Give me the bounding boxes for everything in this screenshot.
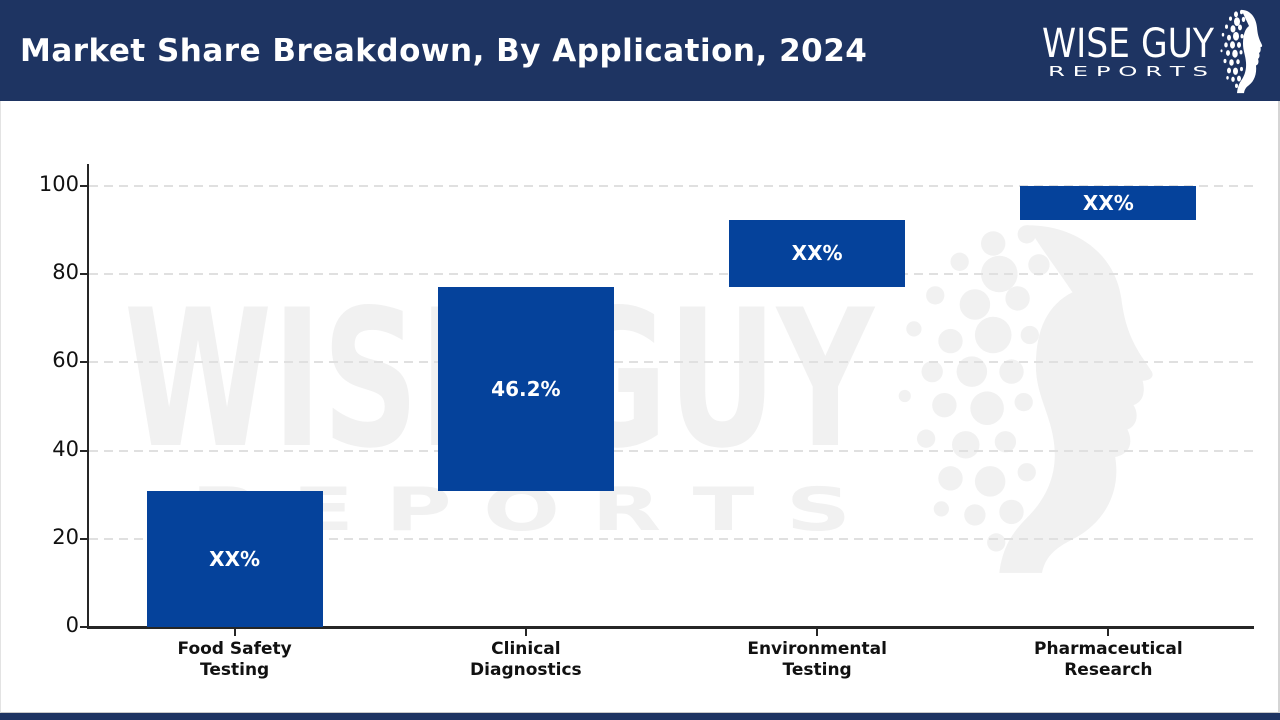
x-tick-mark (233, 628, 236, 636)
y-axis-line (87, 164, 89, 629)
x-tick-mark (524, 628, 527, 636)
y-tick-mark (80, 449, 89, 452)
y-tick-mark (80, 537, 89, 540)
waterfall-chart: 0 20 40 60 80 100 XX% Food Safety Testing 46.2% C… (1, 101, 1280, 713)
bar: 46.2% (437, 286, 614, 491)
x-category-label: Pharmaceutical Research (1034, 639, 1183, 680)
bar: XX% (1020, 186, 1197, 220)
page-title: Market Share Breakdown, By Application, … (20, 32, 868, 69)
y-tick-label: 60 (52, 348, 79, 373)
header-bar: Market Share Breakdown, By Application, … (0, 0, 1280, 101)
y-tick-label: 20 (52, 524, 79, 549)
gridline (89, 449, 1254, 452)
x-axis-line (87, 626, 1254, 629)
x-category-label: Food Safety Testing (177, 639, 292, 680)
logo-subtext: R E P O R T S (1048, 65, 1208, 80)
bar-value-label: 46.2% (491, 376, 561, 401)
y-tick-label: 100 (38, 172, 79, 196)
gridline (89, 361, 1254, 364)
y-tick-label: 0 (65, 613, 79, 637)
gridline (89, 185, 1254, 187)
y-tick-label: 40 (52, 436, 79, 461)
gridline (89, 273, 1254, 276)
x-tick-mark (816, 628, 819, 636)
x-tick-mark (1107, 628, 1110, 636)
y-tick-mark (80, 273, 89, 276)
gridline (89, 537, 1254, 540)
bar-value-label: XX% (791, 241, 843, 266)
bar: XX% (729, 219, 906, 287)
y-tick-mark (80, 361, 89, 364)
x-category-label: Clinical Diagnostics (470, 639, 582, 680)
y-tick-label: 80 (52, 260, 79, 285)
bar-value-label: XX% (1082, 190, 1134, 215)
footer-bar (0, 713, 1280, 720)
logo-head-icon (1220, 9, 1263, 94)
chart-area: WISE GUY R E P O R T S 0 20 40 60 80 100 XX% Fo… (0, 101, 1280, 713)
wise-guy-reports-logo: WISE GUY R E P O R T S (1042, 9, 1263, 94)
bar-value-label: XX% (209, 546, 261, 571)
y-tick-mark (80, 626, 89, 628)
logo-wordmark: WISE GUY (1042, 21, 1214, 67)
bar: XX% (146, 490, 323, 627)
x-category-label: Environmental Testing (747, 639, 887, 680)
y-tick-mark (80, 185, 89, 187)
